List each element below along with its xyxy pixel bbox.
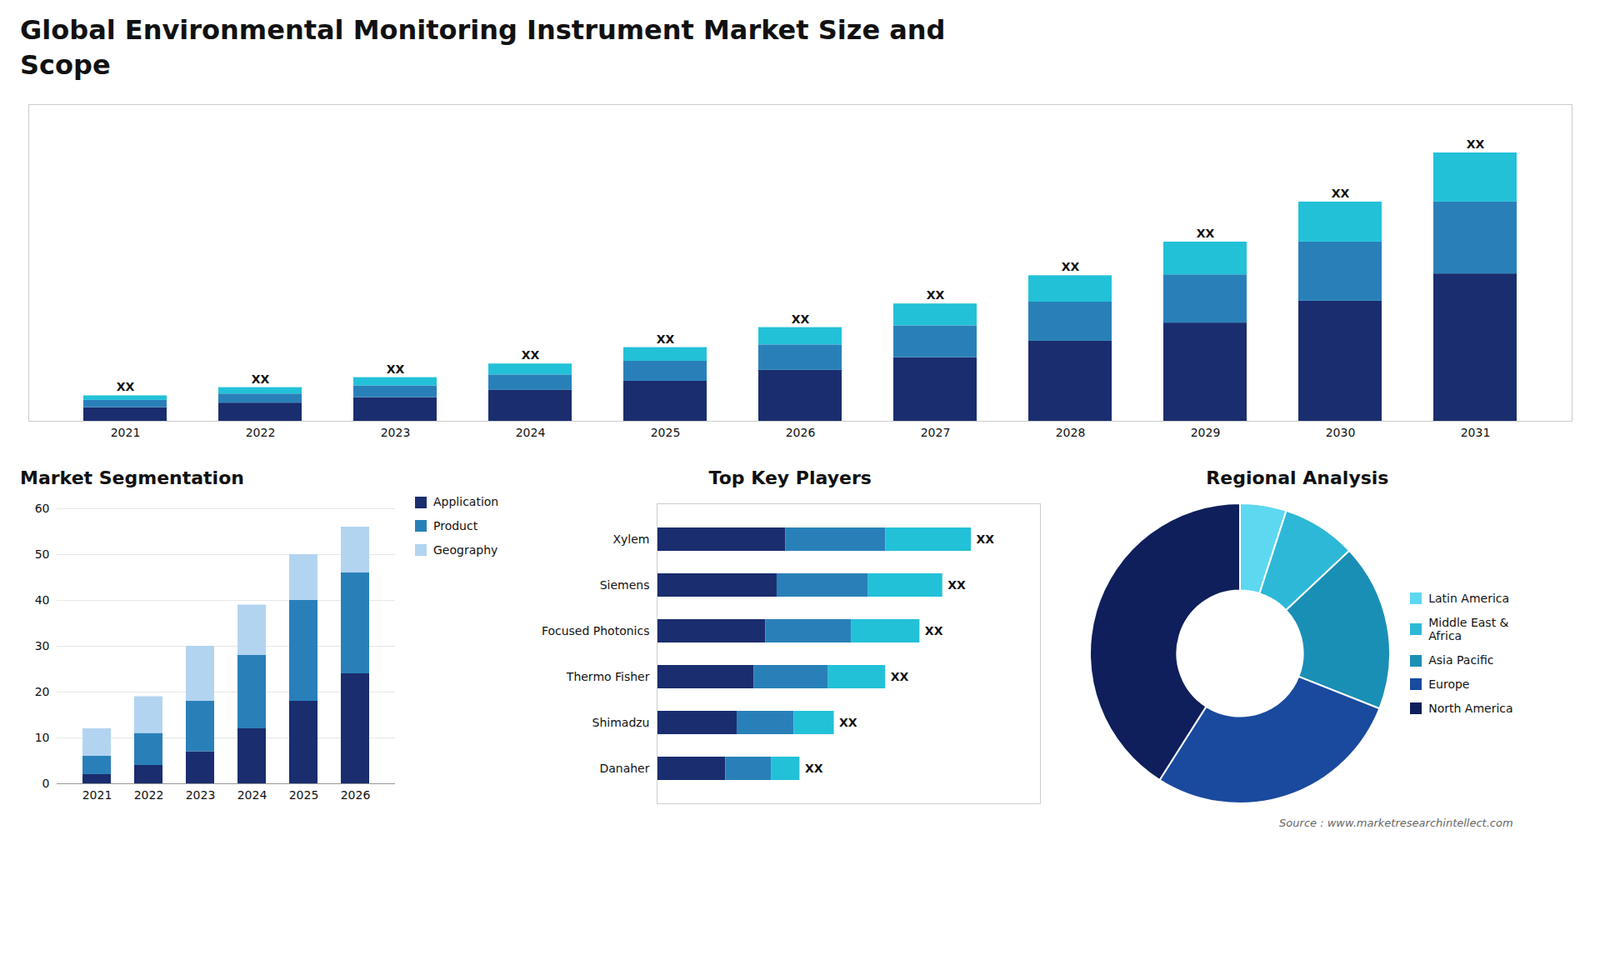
html-text:Regional Analysis: Regional Analysis bbox=[1206, 467, 1389, 489]
html-text:Scope: Scope bbox=[20, 48, 111, 81]
svg-text:2023: 2023 bbox=[185, 789, 216, 803]
html-text:Europe: Europe bbox=[1428, 677, 1470, 691]
svg-text:2027: 2027 bbox=[920, 426, 951, 440]
svg-text:Thermo Fisher: Thermo Fisher bbox=[565, 670, 650, 684]
svg-text:XX: XX bbox=[890, 670, 910, 684]
svg-text:XX: XX bbox=[521, 348, 540, 362]
svg-text:2029: 2029 bbox=[1190, 426, 1221, 440]
svg-text:XX: XX bbox=[116, 380, 135, 395]
svg-text:XX: XX bbox=[1061, 260, 1080, 275]
svg-text:XX: XX bbox=[805, 761, 824, 775]
svg-text:Xylem: Xylem bbox=[613, 532, 650, 546]
svg-text:XX: XX bbox=[1466, 137, 1485, 151]
html-text:Global Environmental Monitorin: Global Environmental Monitoring Instrume… bbox=[20, 14, 946, 46]
svg-text:Focused Photonics: Focused Photonics bbox=[541, 624, 650, 638]
html-text:Geography: Geography bbox=[433, 543, 498, 557]
svg-text:2022: 2022 bbox=[245, 426, 276, 440]
svg-text:2028: 2028 bbox=[1055, 426, 1086, 440]
html-text:Middle East & Africa: Middle East & Africa bbox=[1428, 615, 1509, 643]
html-text:Asia Pacific: Asia Pacific bbox=[1428, 653, 1494, 667]
svg-text:Danaher: Danaher bbox=[600, 761, 650, 775]
html-text:Source : www.marketresearchint: Source : www.marketresearchintellect.com bbox=[1279, 816, 1513, 830]
svg-text:XX: XX bbox=[839, 715, 858, 730]
svg-text:10: 10 bbox=[35, 730, 50, 745]
svg-text:2021: 2021 bbox=[110, 426, 141, 440]
svg-text:XX: XX bbox=[948, 578, 967, 592]
svg-text:2026: 2026 bbox=[340, 789, 371, 803]
svg-text:20: 20 bbox=[35, 685, 50, 699]
svg-text:2024: 2024 bbox=[237, 789, 268, 803]
svg-text:2023: 2023 bbox=[380, 426, 411, 440]
svg-text:50: 50 bbox=[35, 547, 50, 561]
html-text:Product: Product bbox=[433, 519, 478, 533]
svg-text:Shimadzu: Shimadzu bbox=[592, 715, 650, 730]
svg-text:XX: XX bbox=[1331, 186, 1350, 200]
svg-text:XX: XX bbox=[251, 372, 270, 386]
svg-text:0: 0 bbox=[42, 776, 50, 790]
svg-text:2031: 2031 bbox=[1460, 426, 1491, 440]
svg-text:XX: XX bbox=[1196, 226, 1215, 240]
svg-text:XX: XX bbox=[791, 312, 810, 326]
html-text:Application: Application bbox=[433, 495, 499, 509]
svg-text:2025: 2025 bbox=[650, 426, 681, 440]
svg-text:60: 60 bbox=[35, 501, 50, 515]
svg-text:2022: 2022 bbox=[134, 789, 165, 803]
svg-text:30: 30 bbox=[35, 639, 50, 653]
svg-text:40: 40 bbox=[35, 593, 50, 607]
svg-text:2030: 2030 bbox=[1325, 426, 1356, 440]
html-text:Top Key Players: Top Key Players bbox=[708, 467, 872, 489]
svg-text:XX: XX bbox=[976, 532, 995, 546]
html-text:North America: North America bbox=[1428, 701, 1513, 715]
svg-text:XX: XX bbox=[386, 362, 405, 376]
svg-text:2026: 2026 bbox=[785, 426, 816, 440]
svg-text:Siemens: Siemens bbox=[600, 578, 650, 592]
html-text:Market Segmentation: Market Segmentation bbox=[20, 467, 245, 489]
svg-text:XX: XX bbox=[926, 288, 945, 302]
svg-text:2024: 2024 bbox=[515, 426, 546, 440]
svg-text:XX: XX bbox=[656, 332, 675, 346]
svg-text:XX: XX bbox=[925, 624, 944, 638]
html-text:Latin America: Latin America bbox=[1428, 591, 1510, 605]
svg-text:2021: 2021 bbox=[82, 789, 113, 803]
svg-text:2025: 2025 bbox=[289, 789, 320, 803]
